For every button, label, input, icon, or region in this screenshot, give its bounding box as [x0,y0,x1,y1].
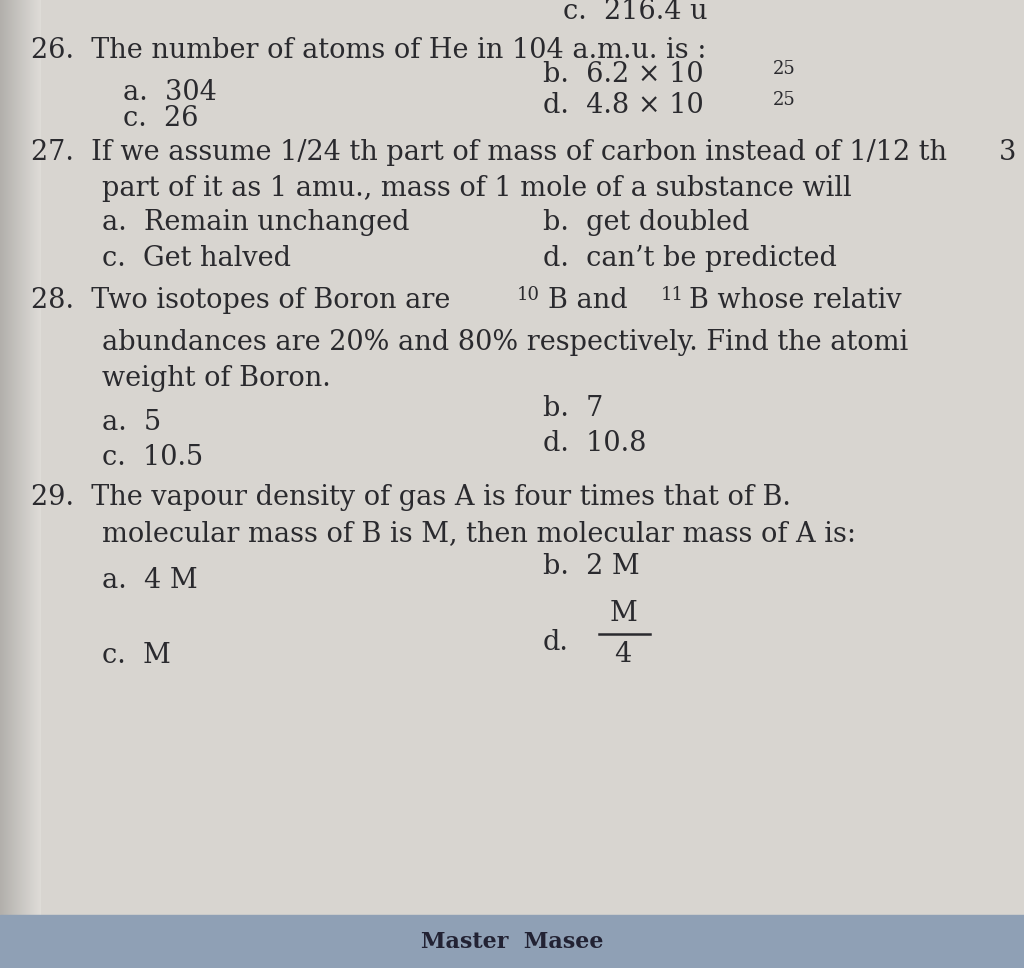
Text: 3: 3 [998,138,1016,166]
Text: c.  Get halved: c. Get halved [102,245,292,272]
Text: d.: d. [543,629,568,656]
Text: 27.  If we assume 1/24 th part of mass of carbon instead of 1/12 th: 27. If we assume 1/24 th part of mass of… [31,138,947,166]
Text: a.  Remain unchanged: a. Remain unchanged [102,209,410,236]
Text: Master  Masee: Master Masee [421,931,603,953]
Text: M: M [609,600,637,627]
Text: b.  2 M: b. 2 M [543,553,639,580]
Text: a.  4 M: a. 4 M [102,566,198,593]
Text: 4: 4 [614,641,632,668]
Text: a.  304: a. 304 [123,78,217,106]
Text: c.  M: c. M [102,642,171,669]
Text: part of it as 1 amu., mass of 1 mole of a substance will: part of it as 1 amu., mass of 1 mole of … [102,174,852,201]
Text: d.  4.8 × 10: d. 4.8 × 10 [543,92,703,119]
Text: 26.  The number of atoms of He in 104 a.m.u. is :: 26. The number of atoms of He in 104 a.m… [31,37,707,64]
Text: c.  10.5: c. 10.5 [102,443,204,470]
Text: d.  10.8: d. 10.8 [543,430,646,457]
Text: 10: 10 [517,287,540,304]
Text: c.  26: c. 26 [123,105,199,132]
Text: B whose relativ: B whose relativ [689,287,902,314]
Text: a.  5: a. 5 [102,408,162,436]
Text: B and: B and [548,287,628,314]
Text: 29.  The vapour density of gas A is four times that of B.: 29. The vapour density of gas A is four … [31,484,791,511]
Text: b.  6.2 × 10: b. 6.2 × 10 [543,61,703,88]
Text: 11: 11 [660,287,683,304]
Text: c.  216.4 u: c. 216.4 u [563,0,708,25]
Text: b.  get doubled: b. get doubled [543,209,750,236]
Text: b.  7: b. 7 [543,395,603,422]
Text: abundances are 20% and 80% respectively. Find the atomi: abundances are 20% and 80% respectively.… [102,329,908,356]
Text: 25: 25 [773,60,796,77]
Bar [0,915,1024,968]
Text: molecular mass of B is M, then molecular mass of A is:: molecular mass of B is M, then molecular… [102,520,856,547]
Text: 28.  Two isotopes of Boron are: 28. Two isotopes of Boron are [31,287,451,314]
Text: weight of Boron.: weight of Boron. [102,365,331,392]
Text: d.  can’t be predicted: d. can’t be predicted [543,245,837,272]
Text: 25: 25 [773,91,796,108]
